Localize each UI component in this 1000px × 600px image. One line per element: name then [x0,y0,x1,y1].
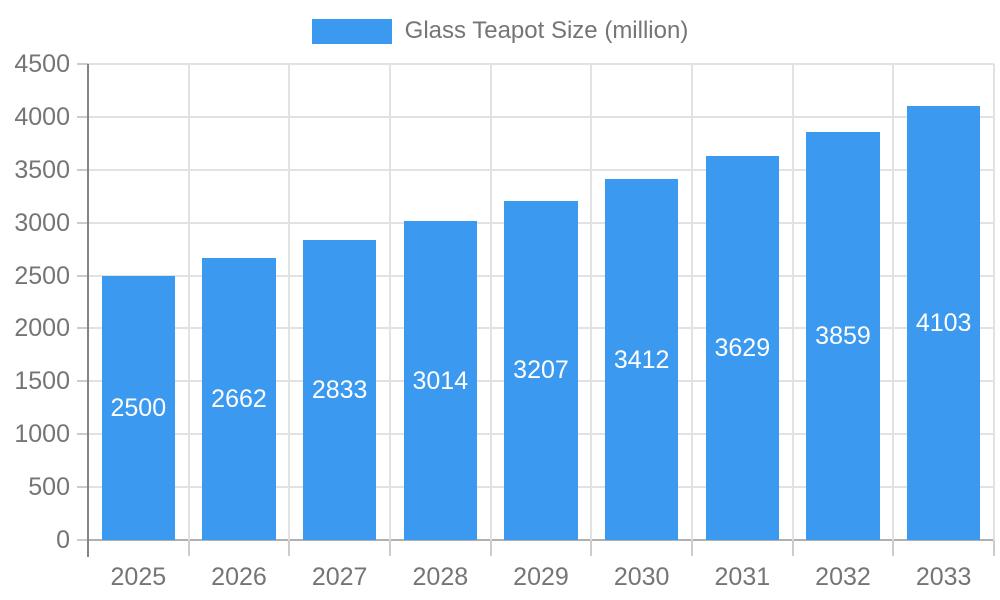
y-tick-label: 2000 [14,314,70,343]
gridline-y [88,539,994,541]
y-axis-tick [77,63,88,65]
y-tick-label: 0 [56,526,70,554]
bar[interactable] [101,275,176,540]
x-axis-tick [590,540,593,556]
y-tick-label: 1000 [14,420,70,449]
y-axis-line [87,64,89,557]
x-tick-label: 2027 [311,563,368,591]
y-axis-tick [77,221,88,224]
gridline-x [590,64,593,540]
bar[interactable] [403,221,478,540]
bar[interactable] [604,179,679,540]
y-tick-label: 1500 [14,367,70,396]
y-axis-tick [77,168,88,171]
x-tick-label: 2031 [714,563,771,591]
gridline-x [288,64,291,540]
x-axis-tick [288,540,291,556]
x-tick-label: 2026 [211,563,267,591]
legend-swatch-icon [311,18,392,44]
x-axis-tick [389,540,391,556]
x-tick-label: 2030 [613,563,670,591]
bar[interactable] [906,105,981,540]
x-axis-tick [892,540,895,556]
gridline-y [88,168,994,171]
bar[interactable] [504,200,578,540]
gridline-x [993,64,995,540]
x-tick-label: 2028 [412,563,469,591]
bar[interactable] [302,240,377,540]
x-tick-label: 2025 [110,563,167,591]
y-tick-label: 3000 [14,208,70,237]
gridline-x [791,64,794,540]
bar[interactable] [806,131,880,540]
y-tick-label: 500 [28,473,70,502]
gridline-x [892,64,895,540]
y-axis-tick [77,539,88,541]
gridline-x [489,64,492,540]
x-axis-tick [489,540,492,556]
y-axis-tick [77,327,88,330]
bar[interactable] [705,156,780,540]
gridline-y [88,63,994,65]
y-tick-label: 4000 [14,102,70,131]
gridline-x [691,64,693,540]
y-tick-label: 4500 [14,50,70,78]
legend-label: Glass Teapot Size (million) [404,17,689,44]
x-tick-label: 2032 [815,563,871,591]
x-axis-tick [187,540,190,556]
gridline-y [88,115,994,118]
x-axis-tick [691,540,693,556]
y-axis-tick [77,274,88,277]
gridline-x [389,64,391,540]
y-axis-tick [77,433,88,436]
legend[interactable]: Glass Teapot Size (million) [0,14,1000,48]
x-axis-tick [993,540,995,556]
y-tick-label: 2500 [14,261,70,290]
y-tick-label: 3500 [14,155,70,184]
bar[interactable] [202,258,276,540]
x-axis-tick [791,540,794,556]
x-tick-label: 2029 [513,563,569,591]
y-axis-tick [77,380,88,383]
y-axis-tick [77,486,88,489]
y-axis-tick [77,115,88,118]
x-tick-label: 2033 [915,563,972,591]
gridline-x [187,64,190,540]
